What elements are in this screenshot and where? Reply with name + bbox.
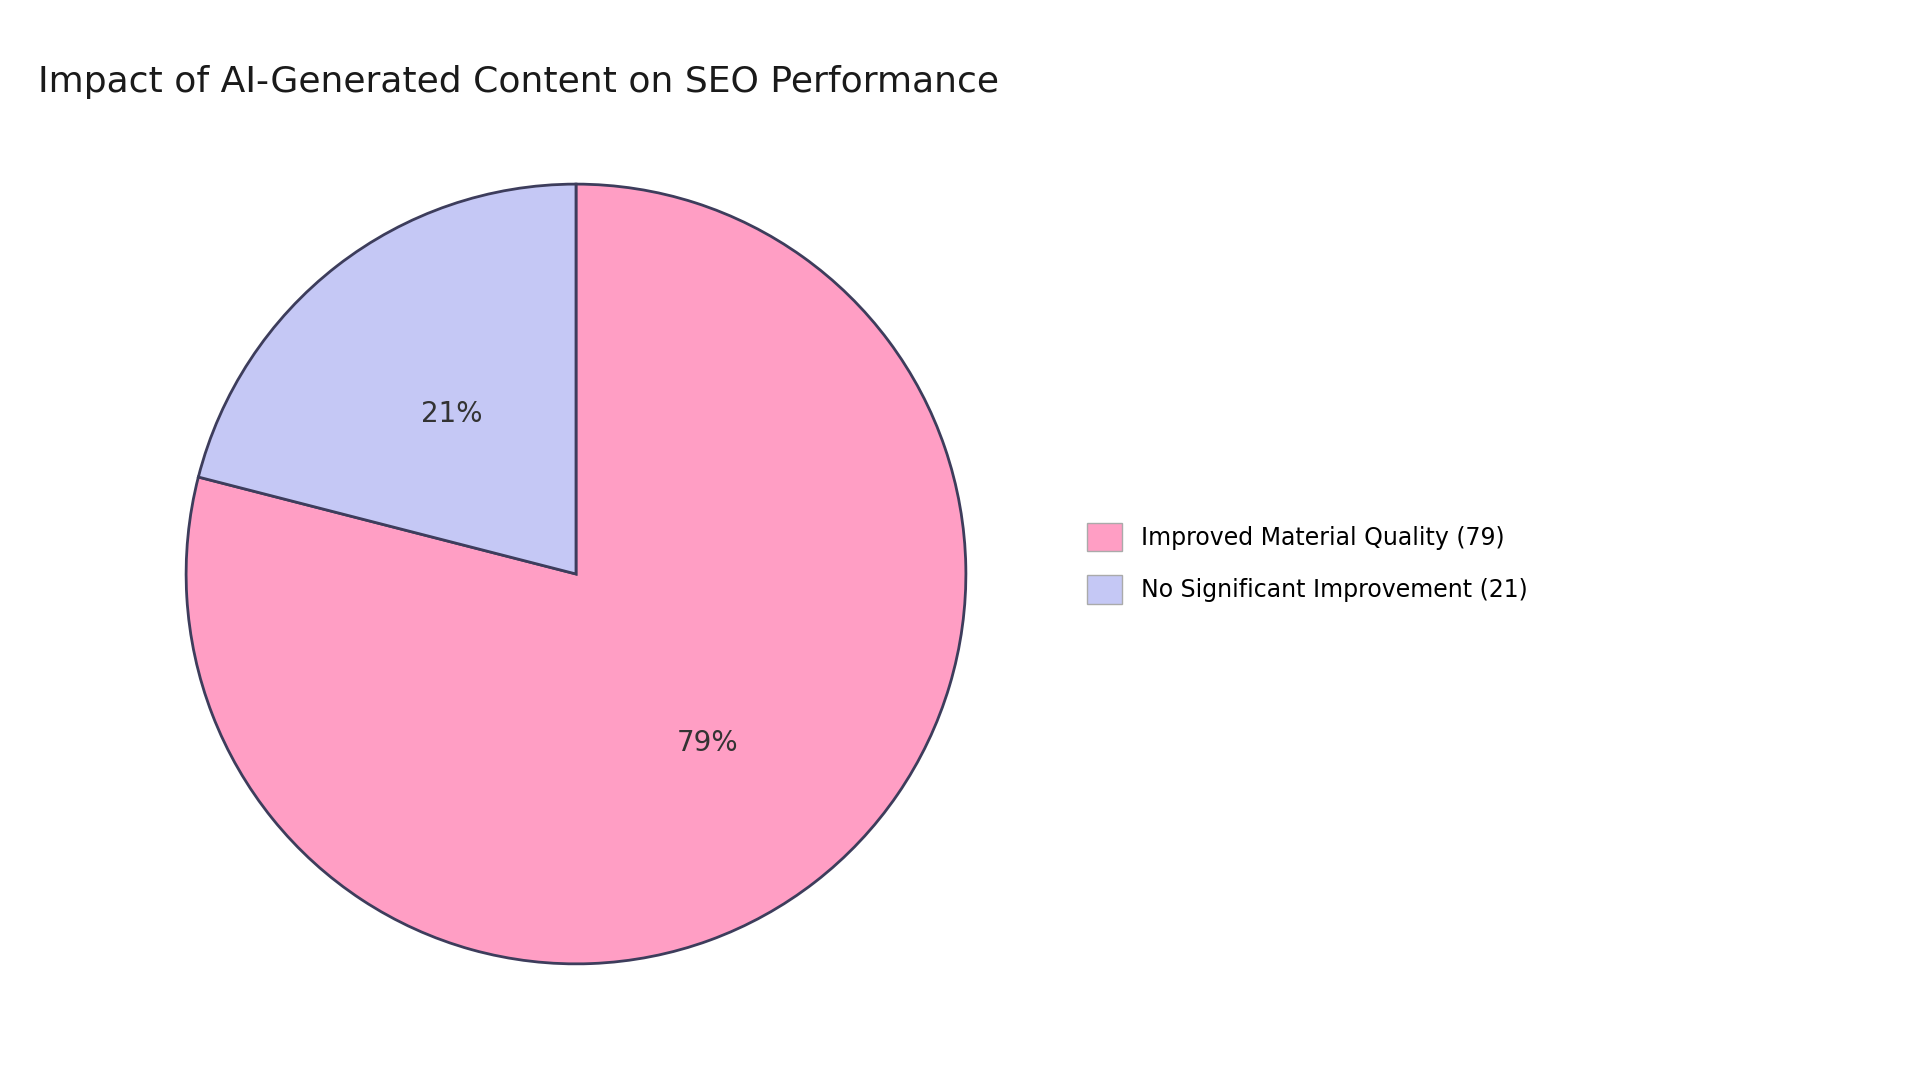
Text: Impact of AI-Generated Content on SEO Performance: Impact of AI-Generated Content on SEO Pe… xyxy=(38,65,1000,99)
Wedge shape xyxy=(186,184,966,964)
Text: 21%: 21% xyxy=(420,400,482,428)
Wedge shape xyxy=(198,184,576,574)
Text: 79%: 79% xyxy=(676,730,739,757)
Legend: Improved Material Quality (79), No Significant Improvement (21): Improved Material Quality (79), No Signi… xyxy=(1087,523,1528,603)
